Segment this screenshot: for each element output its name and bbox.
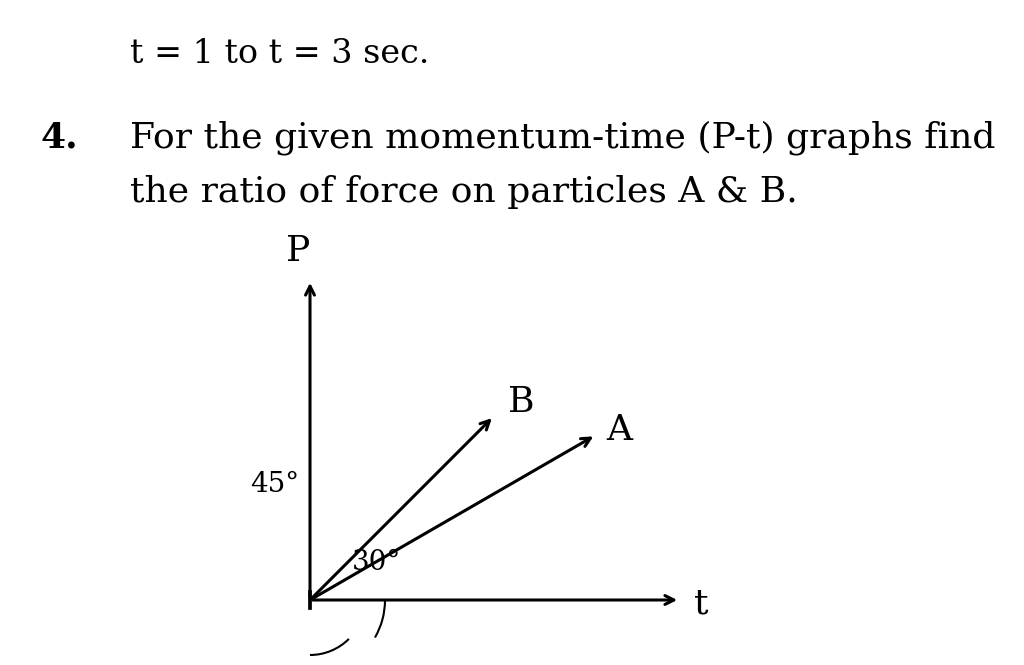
Text: 30°: 30° (352, 549, 401, 575)
Text: A: A (606, 413, 632, 447)
Text: B: B (508, 385, 535, 419)
Text: the ratio of force on particles A & B.: the ratio of force on particles A & B. (130, 175, 798, 209)
Text: t = 1 to t = 3 sec.: t = 1 to t = 3 sec. (130, 38, 429, 70)
Text: t: t (694, 587, 709, 621)
Text: 45°: 45° (250, 471, 299, 499)
Text: For the given momentum-time (P-t) graphs find: For the given momentum-time (P-t) graphs… (130, 120, 995, 154)
Text: P: P (286, 234, 310, 268)
Text: 4.: 4. (40, 120, 78, 154)
